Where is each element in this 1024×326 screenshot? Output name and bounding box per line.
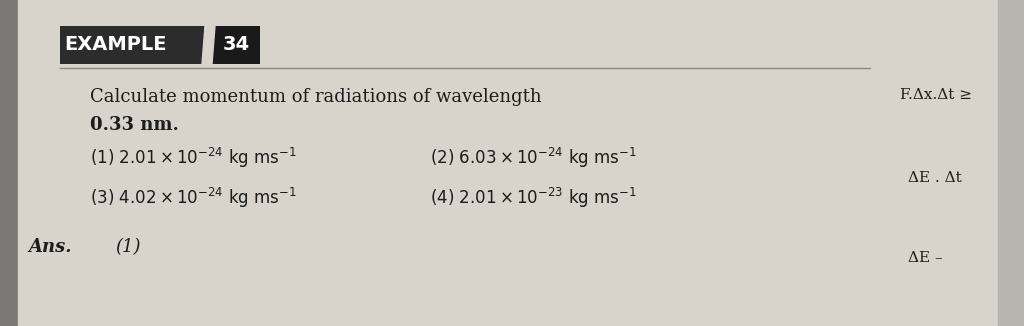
Bar	[998, 0, 1024, 326]
Text: ΔE . Δt: ΔE . Δt	[908, 171, 962, 185]
Text: EXAMPLE: EXAMPLE	[63, 36, 167, 54]
Text: F.Δx.Δt ≥: F.Δx.Δt ≥	[900, 88, 972, 102]
Text: Ans.: Ans.	[28, 238, 72, 256]
Text: $(1)\ 2.01 \times 10^{-24}\ \mathrm{kg\ ms^{-1}}$: $(1)\ 2.01 \times 10^{-24}\ \mathrm{kg\ …	[90, 146, 297, 170]
Polygon shape	[202, 26, 215, 64]
Text: Calculate momentum of radiations of wavelength: Calculate momentum of radiations of wave…	[90, 88, 542, 106]
Bar	[0, 0, 18, 326]
FancyBboxPatch shape	[60, 26, 208, 64]
Text: $(3)\ 4.02 \times 10^{-24}\ \mathrm{kg\ ms^{-1}}$: $(3)\ 4.02 \times 10^{-24}\ \mathrm{kg\ …	[90, 186, 297, 210]
Text: $(4)\ 2.01 \times 10^{-23}\ \mathrm{kg\ ms^{-1}}$: $(4)\ 2.01 \times 10^{-23}\ \mathrm{kg\ …	[430, 186, 637, 210]
FancyBboxPatch shape	[212, 26, 260, 64]
Text: $(2)\ 6.03 \times 10^{-24}\ \mathrm{kg\ ms^{-1}}$: $(2)\ 6.03 \times 10^{-24}\ \mathrm{kg\ …	[430, 146, 637, 170]
Text: 34: 34	[222, 36, 250, 54]
Text: (1): (1)	[115, 238, 140, 256]
Text: 0.33 nm.: 0.33 nm.	[90, 116, 179, 134]
Text: ΔE –: ΔE –	[908, 251, 943, 265]
